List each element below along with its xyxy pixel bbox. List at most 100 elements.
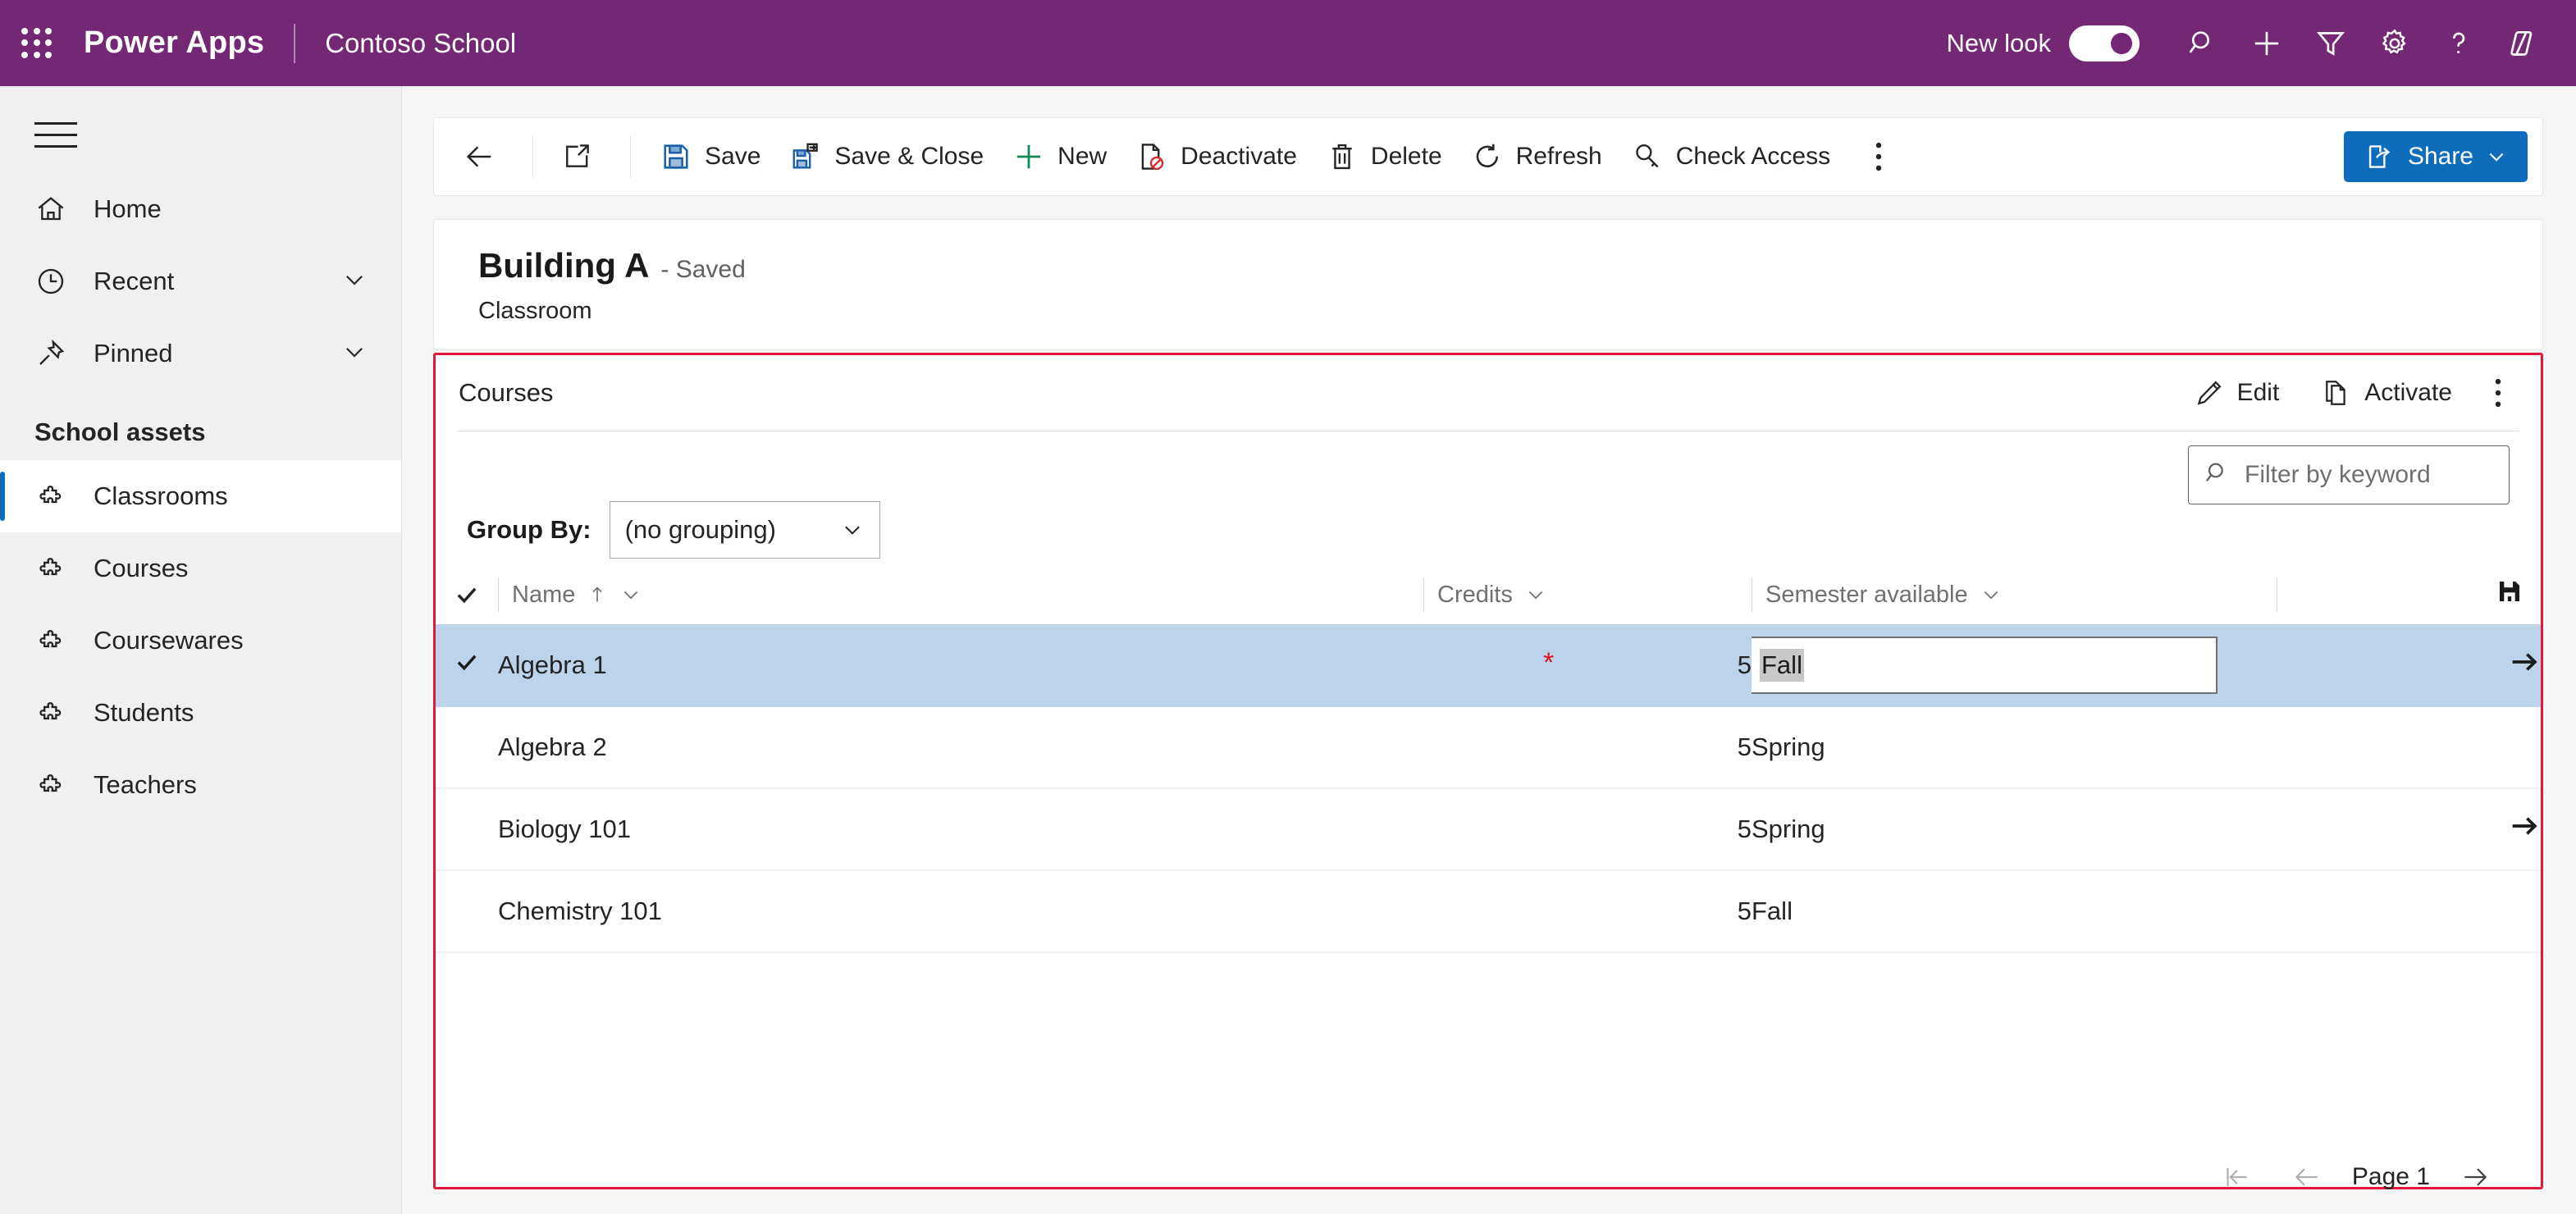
activate-button[interactable]: Activate [2305, 370, 2465, 416]
deactivate-icon [1133, 141, 1171, 172]
column-header-name[interactable]: Name [498, 565, 1423, 624]
filter-icon[interactable] [2299, 11, 2363, 75]
row-open-button[interactable] [2277, 624, 2541, 707]
save-and-close-button[interactable]: Save & Close [774, 128, 997, 185]
select-all-header[interactable] [436, 565, 498, 624]
command-bar: Save Save & Close New [433, 117, 2543, 196]
cell-credits[interactable]: 5 [1423, 788, 1752, 871]
checkmark-icon[interactable] [436, 577, 498, 612]
clock-icon [34, 265, 79, 298]
app-launcher-icon[interactable] [21, 27, 53, 59]
sidebar-item-courses[interactable]: Courses [0, 532, 401, 605]
group-by-value: (no grouping) [624, 515, 776, 544]
gear-icon[interactable] [2363, 11, 2427, 75]
header-divider [294, 23, 296, 63]
previous-page-icon[interactable] [2272, 1152, 2342, 1203]
back-arrow-glyph [460, 140, 498, 173]
column-label-semester: Semester available [1765, 581, 1968, 608]
brand-title[interactable]: Power Apps [84, 25, 265, 60]
row-open-button[interactable] [2277, 706, 2541, 789]
help-icon[interactable] [2427, 11, 2491, 75]
cell-semester[interactable]: Spring [1752, 788, 2277, 871]
check-access-label: Check Access [1675, 143, 1831, 170]
cell-semester[interactable]: Spring [1752, 706, 2277, 789]
chevron-down-icon[interactable] [340, 266, 368, 298]
grid-body: Algebra 1 * 5 Fall [436, 624, 2541, 953]
sidebar-item-classrooms[interactable]: Classrooms [0, 460, 401, 532]
table-row[interactable]: Biology 101 5 Spring [436, 788, 2541, 871]
open-in-new-window-icon[interactable] [546, 128, 617, 185]
more-vertical-icon[interactable] [1843, 128, 1924, 185]
plus-icon[interactable] [2235, 11, 2299, 75]
sidebar-item-coursewares[interactable]: Coursewares [0, 605, 401, 677]
edit-button[interactable]: Edit [2178, 370, 2293, 416]
cell-name[interactable]: Biology 101 [498, 788, 1423, 871]
row-open-button[interactable] [2277, 870, 2541, 953]
row-checkbox[interactable] [436, 706, 498, 789]
row-checkbox[interactable] [436, 870, 498, 953]
chevron-down-icon[interactable] [1980, 583, 2003, 606]
deactivate-button[interactable]: Deactivate [1120, 128, 1310, 185]
cell-semester-editor[interactable]: Fall [1748, 624, 2277, 707]
refresh-button[interactable]: Refresh [1455, 128, 1615, 185]
edit-label: Edit [2236, 379, 2280, 406]
cell-credits[interactable]: 5 [1423, 870, 1752, 953]
chevron-down-icon[interactable] [340, 338, 368, 370]
cell-name[interactable]: Chemistry 101 [498, 870, 1423, 953]
activate-label: Activate [2364, 379, 2452, 406]
pencil-icon [2191, 378, 2227, 408]
courses-grid: Name [436, 565, 2541, 953]
row-checkbox[interactable] [436, 788, 498, 871]
save-icon[interactable] [2496, 578, 2523, 611]
next-page-icon[interactable] [2440, 1152, 2510, 1203]
new-button[interactable]: New [997, 128, 1120, 185]
cell-credits-value: 5 [1737, 650, 1752, 679]
search-icon [2204, 459, 2231, 491]
copy-icon [2318, 378, 2354, 408]
column-header-credits[interactable]: Credits [1423, 565, 1752, 624]
delete-button[interactable]: Delete [1310, 128, 1455, 185]
chevron-down-icon[interactable] [1524, 583, 1547, 606]
search-icon[interactable] [2171, 11, 2235, 75]
check-access-button[interactable]: Check Access [1615, 128, 1843, 185]
share-button[interactable]: Share [2343, 131, 2528, 182]
chevron-down-icon[interactable] [619, 583, 642, 606]
key-icon [1628, 141, 1666, 172]
group-by-label: Group By: [467, 515, 591, 544]
cell-credits[interactable]: 5 [1423, 706, 1752, 789]
save-label: Save [705, 143, 761, 170]
cell-name[interactable]: Algebra 2 [498, 706, 1423, 789]
sidebar-item-label: Teachers [94, 770, 197, 799]
row-checkbox[interactable] [436, 624, 498, 707]
semester-text-input[interactable]: Fall [1748, 636, 2217, 694]
new-look-toggle[interactable] [2069, 25, 2140, 62]
trash-icon [1323, 141, 1361, 172]
table-row[interactable]: Chemistry 101 5 Fall [436, 870, 2541, 953]
sidebar-item-teachers[interactable]: Teachers [0, 749, 401, 821]
column-header-semester[interactable]: Semester available [1752, 565, 2277, 624]
cell-semester[interactable]: Fall [1752, 870, 2277, 953]
save-button[interactable]: Save [644, 128, 774, 185]
sidebar: Home Recent Pinned School asset [0, 86, 402, 1214]
back-arrow-icon[interactable] [449, 128, 519, 185]
sidebar-item-students[interactable]: Students [0, 677, 401, 749]
chevron-down-icon[interactable] [2485, 145, 2508, 168]
sidebar-item-pinned[interactable]: Pinned [0, 317, 401, 390]
popout-glyph [558, 141, 596, 172]
command-divider [532, 135, 533, 178]
table-row[interactable]: Algebra 2 5 Spring [436, 706, 2541, 789]
pin-icon [34, 337, 79, 370]
more-vertical-icon[interactable] [2478, 368, 2518, 418]
first-page-icon[interactable] [2201, 1152, 2272, 1203]
sidebar-item-home[interactable]: Home [0, 173, 401, 245]
group-by-select[interactable]: (no grouping) [609, 501, 880, 559]
feedback-icon[interactable] [2491, 11, 2555, 75]
hamburger-menu-icon[interactable] [34, 122, 77, 155]
search-input[interactable]: Filter by keyword [2188, 445, 2510, 504]
app-name[interactable]: Contoso School [325, 27, 517, 58]
cell-credits[interactable]: * 5 [1423, 624, 1752, 707]
sidebar-item-recent[interactable]: Recent [0, 245, 401, 317]
table-row[interactable]: Algebra 1 * 5 Fall [436, 624, 2541, 707]
cell-name[interactable]: Algebra 1 [498, 624, 1423, 707]
row-open-button[interactable] [2277, 788, 2541, 871]
